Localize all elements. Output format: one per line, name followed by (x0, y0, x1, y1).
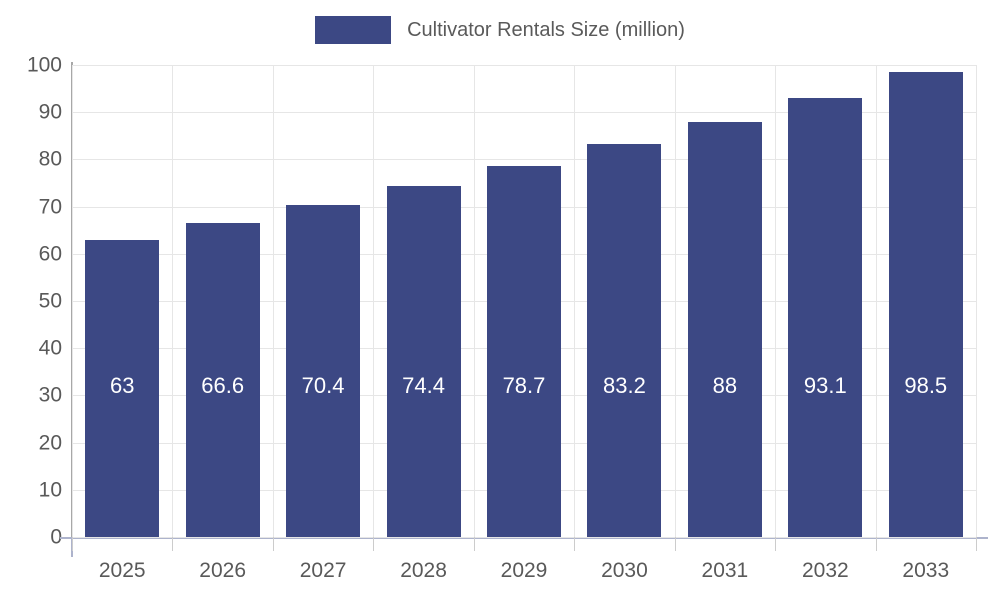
bar-value-label: 74.4 (402, 373, 445, 398)
bar-group: 74.4 (373, 65, 473, 537)
bar-group: 98.5 (876, 65, 976, 537)
y-axis-tick-label: 50 (38, 289, 62, 313)
y-axis-tick-label: 10 (38, 478, 62, 502)
gridline-vertical (976, 65, 977, 537)
bar-value-label: 83.2 (603, 373, 646, 398)
bar-series-cultivator-rentals: 63 66.6 70.4 74.4 78.7 83.2 88 93.1 98.5 (72, 65, 976, 537)
x-axis-tick-label: 2030 (601, 559, 648, 582)
x-axis-tick-mark (72, 537, 73, 551)
bar-group: 70.4 (273, 65, 373, 537)
y-axis-tick-labels: 0 10 20 30 40 50 60 70 80 90 100 (0, 0, 62, 600)
x-axis-tick-mark (273, 537, 274, 551)
x-axis-tick-label: 2029 (500, 559, 548, 582)
gridline-vertical (474, 65, 475, 537)
bar-value-label: 88 (712, 373, 738, 398)
x-axis-tick-mark (172, 537, 173, 551)
gridline-vertical (172, 65, 173, 537)
chart-legend: Cultivator Rentals Size (million) (0, 10, 1000, 50)
bar-group: 63 (72, 65, 172, 537)
gridline-horizontal (72, 159, 976, 161)
gridline-vertical (574, 65, 575, 537)
x-axis-tick-label: 2032 (801, 559, 849, 582)
gridline-vertical (273, 65, 274, 537)
x-axis-tick-mark (976, 537, 977, 551)
x-axis-tick-mark (373, 537, 374, 551)
bar-value-label: 78.7 (502, 373, 546, 398)
y-axis-tick-label: 40 (38, 336, 62, 360)
bar[interactable]: 83.2 (587, 144, 662, 537)
plot-area: 63 66.6 70.4 74.4 78.7 83.2 88 93.1 98.5 (72, 65, 977, 538)
x-axis-tick-mark (675, 537, 676, 551)
gridline-vertical (675, 65, 676, 537)
bar[interactable]: 66.6 (185, 222, 260, 537)
x-axis-tick-mark (775, 537, 776, 551)
bar[interactable]: 98.5 (888, 72, 963, 537)
x-axis-tick-labels: 2025 2026 2027 2028 2029 2030 2031 2032 2033 (72, 0, 977, 600)
bar-value-label: 66.6 (201, 373, 245, 398)
y-axis-tick-label: 70 (38, 195, 62, 219)
bar-group: 83.2 (574, 65, 674, 537)
bar[interactable]: 88 (687, 121, 762, 537)
gridline-horizontal (72, 537, 976, 538)
gridline-vertical (876, 65, 877, 537)
legend-swatch-cultivator-rentals (315, 16, 392, 44)
x-axis-tick-label: 2025 (98, 559, 146, 582)
gridline-vertical (775, 65, 776, 537)
bar[interactable]: 74.4 (386, 185, 461, 537)
x-axis-tick-mark (574, 537, 575, 551)
legend-label-cultivator-rentals: Cultivator Rentals Size (million) (407, 19, 685, 41)
bar-group: 66.6 (172, 65, 272, 537)
bar[interactable]: 63 (85, 239, 160, 537)
x-axis-tick-label: 2033 (902, 559, 950, 582)
bar-group: 88 (675, 65, 775, 537)
gridline-vertical (373, 65, 374, 537)
x-axis-tick-label: 2031 (701, 559, 749, 582)
x-axis-tick-label: 2027 (299, 559, 347, 582)
y-axis-tick-label: 60 (38, 242, 62, 266)
gridline-horizontal (72, 112, 976, 114)
y-axis-tick-label: 90 (38, 100, 62, 124)
x-axis-tick-label: 2026 (199, 559, 247, 582)
bar-value-label: 93.1 (803, 373, 847, 398)
x-axis-tick-mark (876, 537, 877, 551)
x-axis-line (60, 537, 988, 539)
y-axis-tick-label: 100 (26, 53, 62, 77)
bar-group: 93.1 (775, 65, 875, 537)
bar-value-label: 98.5 (904, 373, 948, 398)
bar[interactable]: 78.7 (486, 165, 561, 537)
x-axis-tick-mark (474, 537, 475, 551)
gridline-vertical (72, 65, 73, 537)
bar[interactable]: 93.1 (788, 97, 863, 537)
bar[interactable]: 70.4 (286, 204, 361, 537)
y-axis-tick-label: 20 (38, 431, 62, 455)
y-axis-tick-label: 80 (38, 147, 62, 171)
bar-group: 78.7 (474, 65, 574, 537)
gridline-horizontal (72, 65, 976, 66)
y-axis-tick-label: 0 (50, 525, 62, 549)
y-axis-tick-label: 30 (38, 383, 62, 407)
bar-value-label: 70.4 (301, 373, 345, 398)
x-axis-tick-label: 2028 (400, 559, 447, 582)
bar-value-label: 63 (109, 373, 135, 398)
